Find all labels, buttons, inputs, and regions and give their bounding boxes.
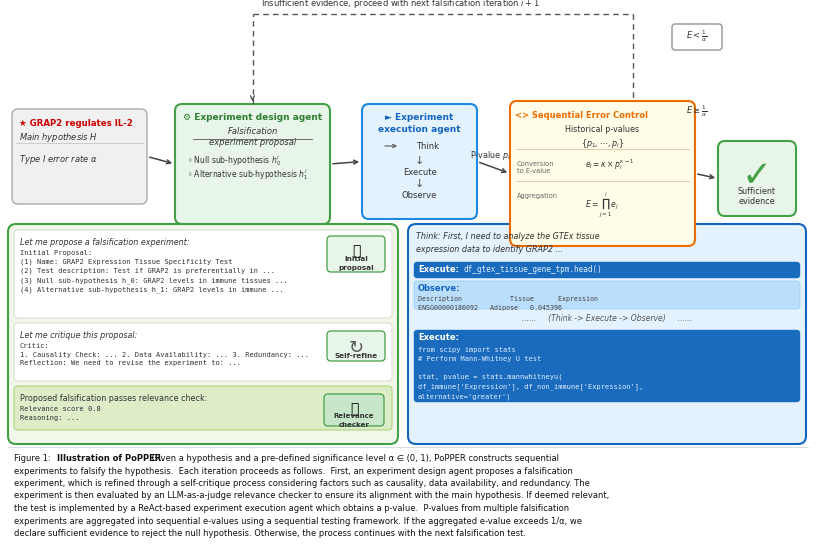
FancyBboxPatch shape: [14, 323, 392, 381]
Text: Let me critique this proposal:: Let me critique this proposal:: [20, 331, 137, 340]
Text: Observe: Observe: [401, 191, 437, 200]
Text: $E = \prod_{j=1}^{i} e_j$: $E = \prod_{j=1}^{i} e_j$: [585, 191, 619, 220]
Text: Given a hypothesis and a pre-defined significance level α ∈ (0, 1), PᴏPPER const: Given a hypothesis and a pre-defined sig…: [149, 454, 559, 463]
Text: Type I error rate $\alpha$: Type I error rate $\alpha$: [19, 153, 98, 166]
Text: Illustration of PᴏPPER.: Illustration of PᴏPPER.: [57, 454, 165, 463]
Text: Think: First, I need to analyze the GTEx tissue: Think: First, I need to analyze the GTEx…: [416, 232, 600, 241]
Text: Execute: Execute: [402, 168, 437, 177]
Text: Initial Proposal:
(1) Name: GRAP2 Expression Tissue Specificity Test
(2) Test de: Initial Proposal: (1) Name: GRAP2 Expres…: [20, 250, 288, 293]
Text: ↓: ↓: [415, 156, 424, 166]
Text: the test is implemented by a ReAct-based experiment execution agent which obtain: the test is implemented by a ReAct-based…: [14, 504, 569, 513]
Text: experiment proposal: experiment proposal: [209, 138, 296, 147]
Text: $e_i = \kappa \times p_i^{\kappa-1}$: $e_i = \kappa \times p_i^{\kappa-1}$: [585, 157, 635, 172]
FancyBboxPatch shape: [510, 101, 695, 246]
Text: ENSG00000186092   Adipose   0.045396: ENSG00000186092 Adipose 0.045396: [418, 305, 562, 311]
Text: ↻: ↻: [348, 339, 364, 357]
Text: from scipy import stats
# Perform Mann-Whitney U test

stat, pvalue = stats.mann: from scipy import stats # Perform Mann-W…: [418, 347, 643, 400]
Text: Main hypothesis $H$: Main hypothesis $H$: [19, 131, 98, 144]
Text: $E \geq \frac{1}{\alpha}$: $E \geq \frac{1}{\alpha}$: [686, 104, 707, 119]
Text: Conversion
to E-value: Conversion to E-value: [517, 161, 555, 174]
Text: experiments to falsify the hypothesis.  Each iteration proceeds as follows.  Fir: experiments to falsify the hypothesis. E…: [14, 466, 573, 475]
FancyBboxPatch shape: [14, 386, 392, 430]
Text: declare sufficient evidence to reject the null hypothesis. Otherwise, the proces: declare sufficient evidence to reject th…: [14, 529, 526, 538]
Text: <> Sequential Error Control: <> Sequential Error Control: [515, 111, 648, 120]
Text: Proposed falsification passes relevance check:: Proposed falsification passes relevance …: [20, 394, 207, 403]
FancyBboxPatch shape: [327, 331, 385, 361]
Text: Relevance: Relevance: [334, 413, 375, 419]
Text: ......     (Think -> Execute -> Observe)     ......: ...... (Think -> Execute -> Observe) ...…: [522, 314, 692, 323]
FancyBboxPatch shape: [12, 109, 147, 204]
Text: df_gtex_tissue_gene_tpm.head(): df_gtex_tissue_gene_tpm.head(): [464, 265, 603, 274]
Text: $E < \frac{1}{\alpha}$: $E < \frac{1}{\alpha}$: [686, 28, 707, 44]
FancyBboxPatch shape: [672, 24, 722, 50]
Text: Self-refine: Self-refine: [335, 353, 378, 359]
FancyBboxPatch shape: [327, 236, 385, 272]
Text: ◦ Null sub-hypothesis $h_0^i$: ◦ Null sub-hypothesis $h_0^i$: [187, 153, 282, 168]
Text: Figure 1:: Figure 1:: [14, 454, 53, 463]
Text: P-value $p_i$: P-value $p_i$: [470, 149, 510, 162]
Text: Critic:
1. Causality Check: ... 2. Data Availability: ... 3. Redundancy: ...
Ref: Critic: 1. Causality Check: ... 2. Data …: [20, 343, 309, 367]
Text: experiment, which is refined through a self-critique process considering factors: experiment, which is refined through a s…: [14, 479, 590, 488]
Text: checker: checker: [339, 422, 370, 428]
FancyBboxPatch shape: [14, 230, 392, 318]
Text: ✓: ✓: [742, 159, 772, 193]
Text: Sufficient
evidence: Sufficient evidence: [738, 187, 776, 206]
Text: $\{p_1, \cdots, p_i\}$: $\{p_1, \cdots, p_i\}$: [581, 137, 624, 150]
Text: ◦ Alternative sub-hypothesis $h_1^i$: ◦ Alternative sub-hypothesis $h_1^i$: [187, 167, 308, 182]
Text: Insufficient evidence, proceed with next falsification iteration $i+1$: Insufficient evidence, proceed with next…: [260, 0, 539, 10]
Text: 🐦: 🐦: [350, 402, 358, 416]
FancyBboxPatch shape: [408, 224, 806, 444]
FancyBboxPatch shape: [324, 394, 384, 426]
FancyBboxPatch shape: [414, 281, 800, 309]
Text: Aggregation: Aggregation: [517, 193, 558, 199]
FancyBboxPatch shape: [175, 104, 330, 224]
Text: Let me propose a falsification experiment:: Let me propose a falsification experimen…: [20, 238, 189, 247]
Text: execution agent: execution agent: [378, 125, 461, 134]
Text: Think: Think: [416, 142, 439, 151]
Text: proposal: proposal: [338, 265, 374, 271]
Text: 🤖: 🤖: [352, 244, 360, 258]
Text: ↓: ↓: [415, 179, 424, 189]
FancyBboxPatch shape: [718, 141, 796, 216]
Text: experiments are aggregated into sequential e-values using a sequential testing f: experiments are aggregated into sequenti…: [14, 516, 582, 526]
Text: Historical p-values: Historical p-values: [565, 125, 640, 134]
FancyBboxPatch shape: [362, 104, 477, 219]
Text: Falsification: Falsification: [228, 127, 277, 136]
Text: Observe:: Observe:: [418, 284, 460, 293]
Text: ★ GRAP2 regulates IL-2: ★ GRAP2 regulates IL-2: [19, 119, 133, 128]
Text: ⚙ Experiment design agent: ⚙ Experiment design agent: [183, 113, 322, 122]
Text: Initial: Initial: [344, 256, 368, 262]
FancyBboxPatch shape: [414, 330, 800, 402]
Text: expression data to identify GRAP2 ...: expression data to identify GRAP2 ...: [416, 245, 563, 254]
Text: Execute:: Execute:: [418, 265, 459, 274]
Text: Description            Tissue      Expression: Description Tissue Expression: [418, 296, 598, 302]
Text: ► Experiment: ► Experiment: [385, 113, 454, 122]
Text: Relevance score 0.8
Reasoning: ...: Relevance score 0.8 Reasoning: ...: [20, 406, 100, 420]
Text: experiment is then evaluated by an LLM-as-a-judge relevance checker to ensure it: experiment is then evaluated by an LLM-a…: [14, 491, 610, 500]
Text: Execute:: Execute:: [418, 333, 459, 342]
FancyBboxPatch shape: [414, 262, 800, 278]
FancyBboxPatch shape: [8, 224, 398, 444]
